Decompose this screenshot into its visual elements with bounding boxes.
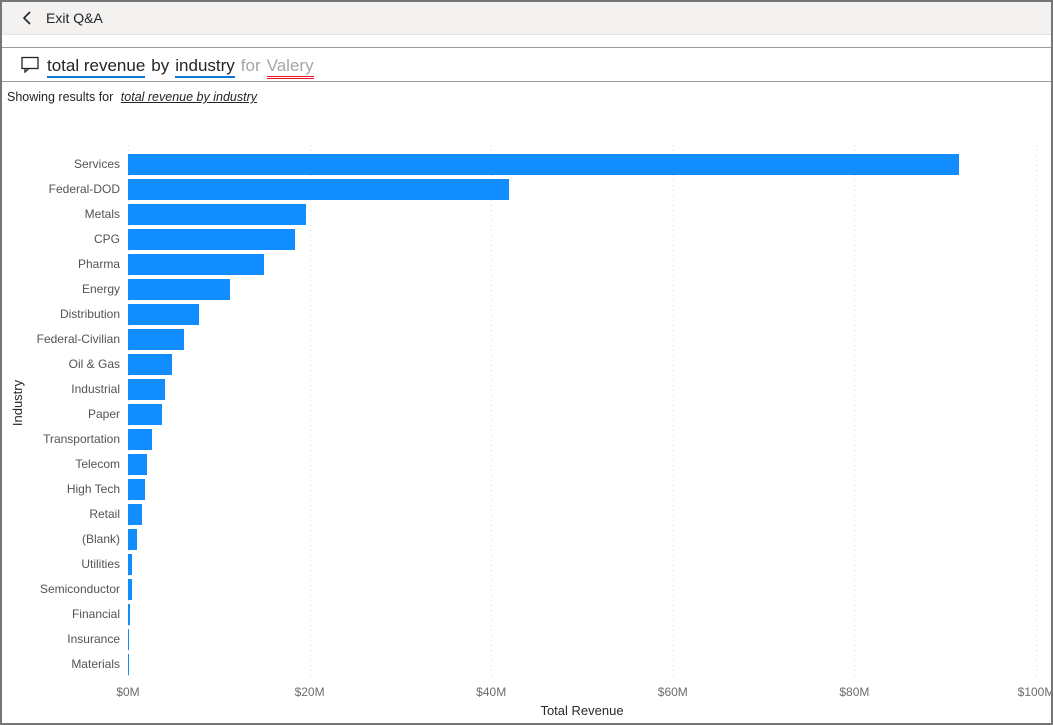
gridline-80m — [854, 145, 856, 679]
bar-industrial[interactable] — [128, 379, 166, 400]
category-label-utilities: Utilities — [81, 557, 120, 571]
bar-services[interactable] — [128, 154, 959, 175]
x-tick-20m: $20M — [294, 685, 325, 699]
bar-blank[interactable] — [128, 529, 138, 550]
qa-header-bar: Exit Q&A — [2, 2, 1051, 35]
qa-question-input[interactable]: total revenue by industry for Valery — [2, 47, 1051, 82]
gridline-20m — [309, 145, 311, 679]
bar-energy[interactable] — [128, 279, 230, 300]
category-label-paper: Paper — [87, 407, 120, 421]
category-label-telecom: Telecom — [75, 457, 120, 471]
bar-financial[interactable] — [128, 604, 131, 625]
category-label-industrial: Industrial — [71, 382, 120, 396]
x-tick-0m: $0M — [116, 685, 140, 699]
bar-cpg[interactable] — [128, 229, 296, 250]
category-label-insurance: Insurance — [67, 632, 120, 646]
qa-segment-total-revenue[interactable]: total revenue — [47, 55, 146, 78]
bar-materials[interactable] — [128, 654, 130, 675]
category-label-materials: Materials — [71, 657, 120, 671]
back-button[interactable] — [18, 9, 36, 27]
bar-oil-gas[interactable] — [128, 354, 172, 375]
category-label-pharma: Pharma — [77, 257, 120, 271]
category-label-semiconductor: Semiconductor — [39, 582, 120, 596]
category-label-high-tech: High Tech — [66, 482, 120, 496]
bar-distribution[interactable] — [128, 304, 199, 325]
category-label-services: Services — [73, 157, 120, 171]
gridline-60m — [672, 145, 674, 679]
gridline-100m — [1036, 145, 1037, 679]
qa-question-text: total revenue by industry for Valery — [47, 54, 320, 79]
bar-federal-civilian[interactable] — [128, 329, 185, 350]
category-label-energy: Energy — [81, 282, 120, 296]
category-label-cpg: CPG — [93, 232, 120, 246]
qa-segment-for[interactable]: for — [240, 55, 261, 75]
qa-segment-industry[interactable]: industry — [175, 55, 235, 78]
bar-retail[interactable] — [128, 504, 142, 525]
chevron-left-icon — [22, 11, 31, 25]
bar-semiconductor[interactable] — [128, 579, 132, 600]
bar-utilities[interactable] — [128, 554, 133, 575]
x-tick-80m: $80M — [839, 685, 870, 699]
x-tick-100m: $100M — [1017, 685, 1053, 699]
results-interpretation[interactable]: total revenue by industry — [120, 90, 257, 104]
category-label-distribution: Distribution — [59, 307, 120, 321]
qa-segment-by[interactable]: by — [151, 55, 170, 75]
gridline-40m — [491, 145, 493, 679]
x-tick-60m: $60M — [657, 685, 688, 699]
bar-telecom[interactable] — [128, 454, 148, 475]
category-label-metals: Metals — [84, 207, 120, 221]
speech-bubble-icon — [21, 56, 39, 73]
bar-pharma[interactable] — [128, 254, 265, 275]
bar-federal-dod[interactable] — [128, 179, 510, 200]
x-tick-40m: $40M — [476, 685, 507, 699]
results-prefix: Showing results for — [7, 90, 114, 104]
category-label-transportation: Transportation — [43, 432, 120, 446]
showing-results-line: Showing results for total revenue by ind… — [7, 90, 257, 104]
category-label-oil-gas: Oil & Gas — [68, 357, 120, 371]
bar-insurance[interactable] — [128, 629, 130, 650]
category-label-blank: (Blank) — [81, 532, 120, 546]
exit-qa-label[interactable]: Exit Q&A — [46, 10, 103, 26]
bar-paper[interactable] — [128, 404, 162, 425]
category-label-financial: Financial — [71, 607, 120, 621]
category-label-federal-civilian: Federal-Civilian — [36, 332, 120, 346]
category-label-retail: Retail — [89, 507, 120, 521]
bar-high-tech[interactable] — [128, 479, 146, 500]
x-axis-title: Total Revenue — [540, 703, 624, 718]
bar-transportation[interactable] — [128, 429, 152, 450]
bar-metals[interactable] — [128, 204, 306, 225]
category-label-federal-dod: Federal-DOD — [48, 182, 120, 196]
qa-segment-valery[interactable]: Valery — [266, 55, 314, 79]
